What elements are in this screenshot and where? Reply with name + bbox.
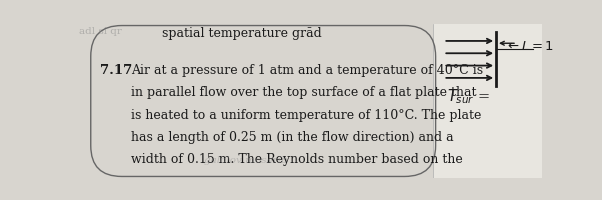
- Text: $T_{\mathit{sur}}$ =: $T_{\mathit{sur}}$ =: [447, 87, 490, 106]
- Text: 7.17: 7.17: [100, 64, 132, 77]
- Text: has a length of 0.25 m (in the flow direction) and a: has a length of 0.25 m (in the flow dire…: [131, 131, 454, 144]
- Text: is heated to a uniform temperature of 110°C. The plate: is heated to a uniform temperature of 11…: [131, 109, 482, 122]
- Text: $\leftarrow L = 1$: $\leftarrow L = 1$: [505, 40, 554, 53]
- Text: galolov mosarib: galolov mosarib: [204, 156, 288, 165]
- Text: spatial temperature grād: spatial temperature grād: [162, 27, 321, 40]
- Text: Air at a pressure of 1 atm and a temperature of 40°C is: Air at a pressure of 1 atm and a tempera…: [131, 64, 483, 77]
- Text: in parallel flow over the top surface of a flat plate that: in parallel flow over the top surface of…: [131, 86, 477, 99]
- Bar: [433, 24, 542, 178]
- Text: width of 0.15 m. The Reynolds number based on the: width of 0.15 m. The Reynolds number bas…: [131, 153, 463, 166]
- Text: adl si qr: adl si qr: [79, 27, 122, 36]
